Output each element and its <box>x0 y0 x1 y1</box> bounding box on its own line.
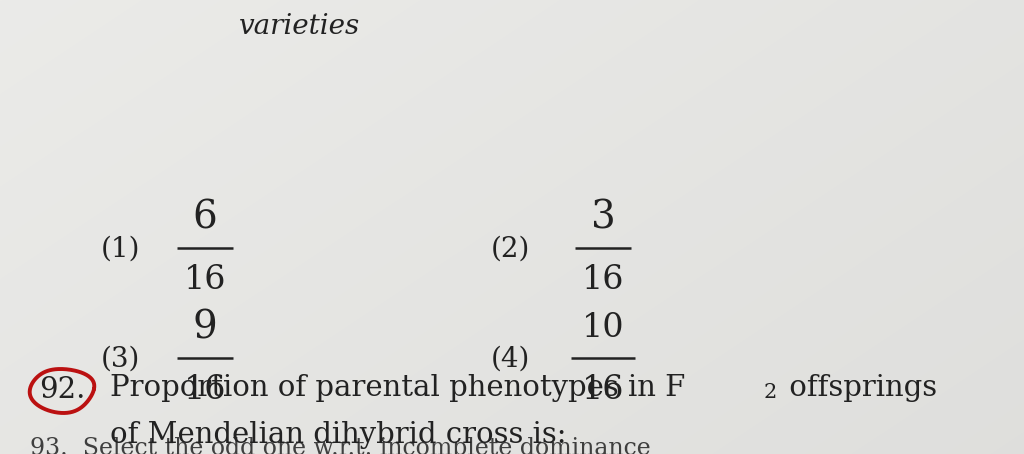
Text: 92.: 92. <box>39 376 85 404</box>
Text: 16: 16 <box>183 374 226 406</box>
Text: 93.  Select the odd one w.r.t. incomplete dominance: 93. Select the odd one w.r.t. incomplete… <box>30 436 650 454</box>
Text: (3): (3) <box>100 345 140 372</box>
Text: 16: 16 <box>582 264 625 296</box>
Text: of Mendelian dihybrid cross is:: of Mendelian dihybrid cross is: <box>110 421 566 449</box>
Text: 6: 6 <box>193 199 217 237</box>
Text: offsprings: offsprings <box>780 374 937 402</box>
Text: 16: 16 <box>582 374 625 406</box>
Text: 2: 2 <box>764 384 777 403</box>
Text: 3: 3 <box>591 199 615 237</box>
Text: 16: 16 <box>183 264 226 296</box>
Text: Proportion of parental phenotypes in F: Proportion of parental phenotypes in F <box>110 374 685 402</box>
Text: varieties: varieties <box>240 13 360 39</box>
Text: (1): (1) <box>100 236 140 262</box>
Text: 10: 10 <box>582 312 625 344</box>
Text: (2): (2) <box>490 236 530 262</box>
Text: (4): (4) <box>490 345 530 372</box>
Text: 9: 9 <box>193 310 217 346</box>
